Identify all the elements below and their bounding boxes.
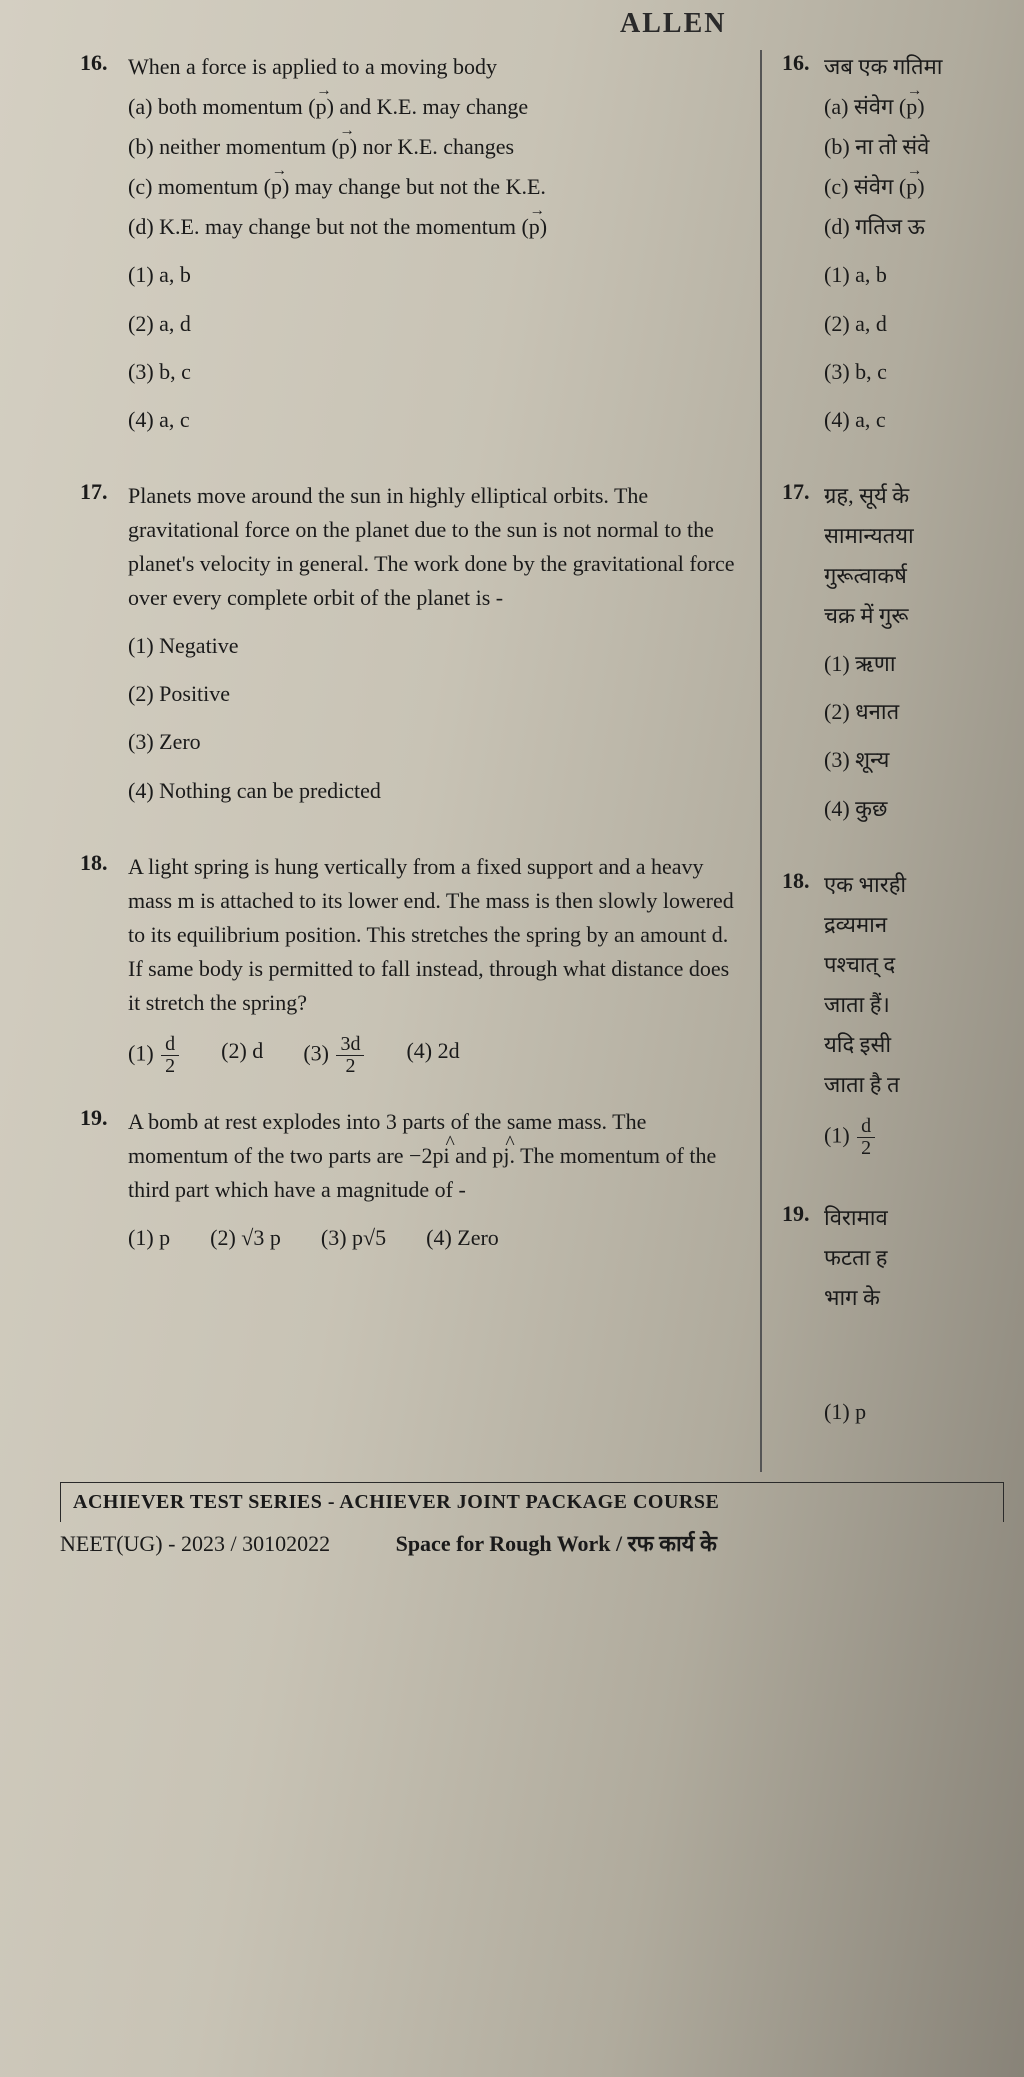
q18-opt3-den: 2 (341, 1056, 359, 1077)
q19-stem: A bomb at rest explodes into 3 parts of … (128, 1105, 740, 1207)
q18-opt-3: (3) 3d2 (303, 1034, 366, 1077)
left-column: 16. When a force is applied to a moving … (0, 50, 760, 1472)
q18-opt1-num: d (161, 1034, 179, 1056)
q17-hi-opt-1: (1) ऋणा (824, 647, 1024, 681)
q19-m1b: i (443, 1139, 449, 1173)
q19-m2b: j (503, 1139, 509, 1173)
q18-number: 18. (80, 850, 128, 1077)
q18-hi-line6: जाता है त (824, 1068, 1024, 1102)
q16-opt-2: (2) a, d (128, 307, 740, 341)
q18-hi-opt-1: (1) d2 (824, 1116, 1024, 1159)
footer-exam-code: NEET(UG) - 2023 / 30102022 (60, 1531, 330, 1557)
q18-opt1-den: 2 (161, 1056, 179, 1077)
q17-hi-number: 17. (782, 479, 824, 840)
q16-hi-opt-3: (3) b, c (824, 355, 1024, 389)
question-19: 19. A bomb at rest explodes into 3 parts… (80, 1105, 740, 1255)
question-17: 17. Planets move around the sun in highl… (80, 479, 740, 822)
brand-text: ALLEN (620, 8, 726, 40)
q18-hi-opt1-num: d (857, 1116, 875, 1138)
q19-opt-3: (3) p√5 (321, 1221, 386, 1255)
q18-hi-line5: यदि इसी (824, 1028, 1024, 1062)
q18-opt1-label: (1) (128, 1041, 159, 1066)
q18-opt-1: (1) d2 (128, 1034, 181, 1077)
q18-hi-line2: द्रव्यमान (824, 908, 1024, 942)
question-18-hi: 18. एक भारही द्रव्यमान पश्चात् द जाता है… (782, 868, 1024, 1174)
question-16-hi: 16. जब एक गतिमा (a) संवेग (p) (b) ना तो … (782, 50, 1024, 451)
exam-page: ALLEN 16. When a force is applied to a m… (0, 0, 1024, 2077)
q19-opt-2: (2) √3 p (210, 1221, 281, 1255)
q17-number: 17. (80, 479, 128, 822)
q16-sub-d: (d) K.E. may change but not the momentum… (128, 210, 740, 244)
q16-opt-4: (4) a, c (128, 403, 740, 437)
question-18: 18. A light spring is hung vertically fr… (80, 850, 740, 1077)
q17-hi-opt-4: (4) कुछ (824, 792, 1024, 826)
q19-opt-4: (4) Zero (426, 1221, 499, 1255)
q17-stem: Planets move around the sun in highly el… (128, 479, 740, 615)
q16-hi-sub-a: (a) संवेग (p) (824, 90, 1024, 124)
q16-opt-1: (1) a, b (128, 258, 740, 292)
q16-sub-c: (c) momentum (p) may change but not the … (128, 170, 740, 204)
q16-hi-opt-1: (1) a, b (824, 258, 1024, 292)
q16-hi-opt-4: (4) a, c (824, 403, 1024, 437)
q16-number: 16. (80, 50, 128, 451)
q16-hi-number: 16. (782, 50, 824, 451)
q19-opt-1: (1) p (128, 1221, 170, 1255)
q19-number: 19. (80, 1105, 128, 1255)
q17-hi-opt-3: (3) शून्य (824, 743, 1024, 777)
q18-hi-opt1-label: (1) (824, 1123, 855, 1148)
q16-opt-3: (3) b, c (128, 355, 740, 389)
q19-hi-opt-1: (1) p (824, 1395, 1024, 1429)
q16-sub-b: (b) neither momentum (p) nor K.E. change… (128, 130, 740, 164)
right-column: 16. जब एक गतिमा (a) संवेग (p) (b) ना तो … (760, 50, 1024, 1472)
q16-hi-sub-b: (b) ना तो संवे (824, 130, 1024, 164)
q16-hi-sub-d: (d) गतिज ऊ (824, 210, 1024, 244)
q17-opt-2: (2) Positive (128, 677, 740, 711)
q17-opt-3: (3) Zero (128, 725, 740, 759)
q18-opt3-num: 3d (336, 1034, 364, 1056)
q18-stem: A light spring is hung vertically from a… (128, 850, 740, 1020)
q19-hi-line2: फटता ह (824, 1241, 1024, 1275)
q19-hi-line3: भाग के (824, 1281, 1024, 1315)
q19-hi-line1: विरामाव (824, 1201, 1024, 1235)
footer-line: NEET(UG) - 2023 / 30102022 Space for Rou… (60, 1528, 1024, 1558)
q18-opt3-label: (3) (303, 1041, 334, 1066)
q19-hi-number: 19. (782, 1201, 824, 1443)
q17-hi-line4: चक्र में गुरू (824, 599, 1024, 633)
question-17-hi: 17. ग्रह, सूर्य के सामान्यतया गुरूत्वाकर… (782, 479, 1024, 840)
q18-hi-number: 18. (782, 868, 824, 1174)
q16-stem: When a force is applied to a moving body (128, 50, 740, 84)
q17-hi-opt-2: (2) धनात (824, 695, 1024, 729)
q18-hi-line3: पश्चात् द (824, 948, 1024, 982)
q17-hi-line2: सामान्यतया (824, 519, 1024, 553)
q18-hi-line1: एक भारही (824, 868, 1024, 902)
q18-hi-opt1-den: 2 (857, 1138, 875, 1159)
q17-opt-1: (1) Negative (128, 629, 740, 663)
q16-hi-opt-2: (2) a, d (824, 307, 1024, 341)
content-columns: 16. When a force is applied to a moving … (0, 20, 1024, 1472)
q17-hi-line1: ग्रह, सूर्य के (824, 479, 1024, 513)
q18-opt-4: (4) 2d (406, 1034, 459, 1077)
q18-hi-line4: जाता हैं। (824, 988, 1024, 1022)
q19-m2a: p (492, 1143, 503, 1168)
q18-opt-2: (2) d (221, 1034, 263, 1077)
q19-m1a: −2p (409, 1143, 443, 1168)
q16-sub-a: (a) both momentum (p) and K.E. may chang… (128, 90, 740, 124)
q16-hi-stem: जब एक गतिमा (824, 50, 1024, 84)
question-16: 16. When a force is applied to a moving … (80, 50, 740, 451)
question-19-hi: 19. विरामाव फटता ह भाग के (1) p (782, 1201, 1024, 1443)
q19-stem-b: and (450, 1143, 493, 1168)
footer-series-box: ACHIEVER TEST SERIES - ACHIEVER JOINT PA… (60, 1482, 1004, 1522)
q17-hi-line3: गुरूत्वाकर्ष (824, 559, 1024, 593)
q16-hi-sub-c: (c) संवेग (p) (824, 170, 1024, 204)
q17-opt-4: (4) Nothing can be predicted (128, 774, 740, 808)
footer-rough-work: Space for Rough Work / रफ कार्य के (396, 1528, 717, 1558)
